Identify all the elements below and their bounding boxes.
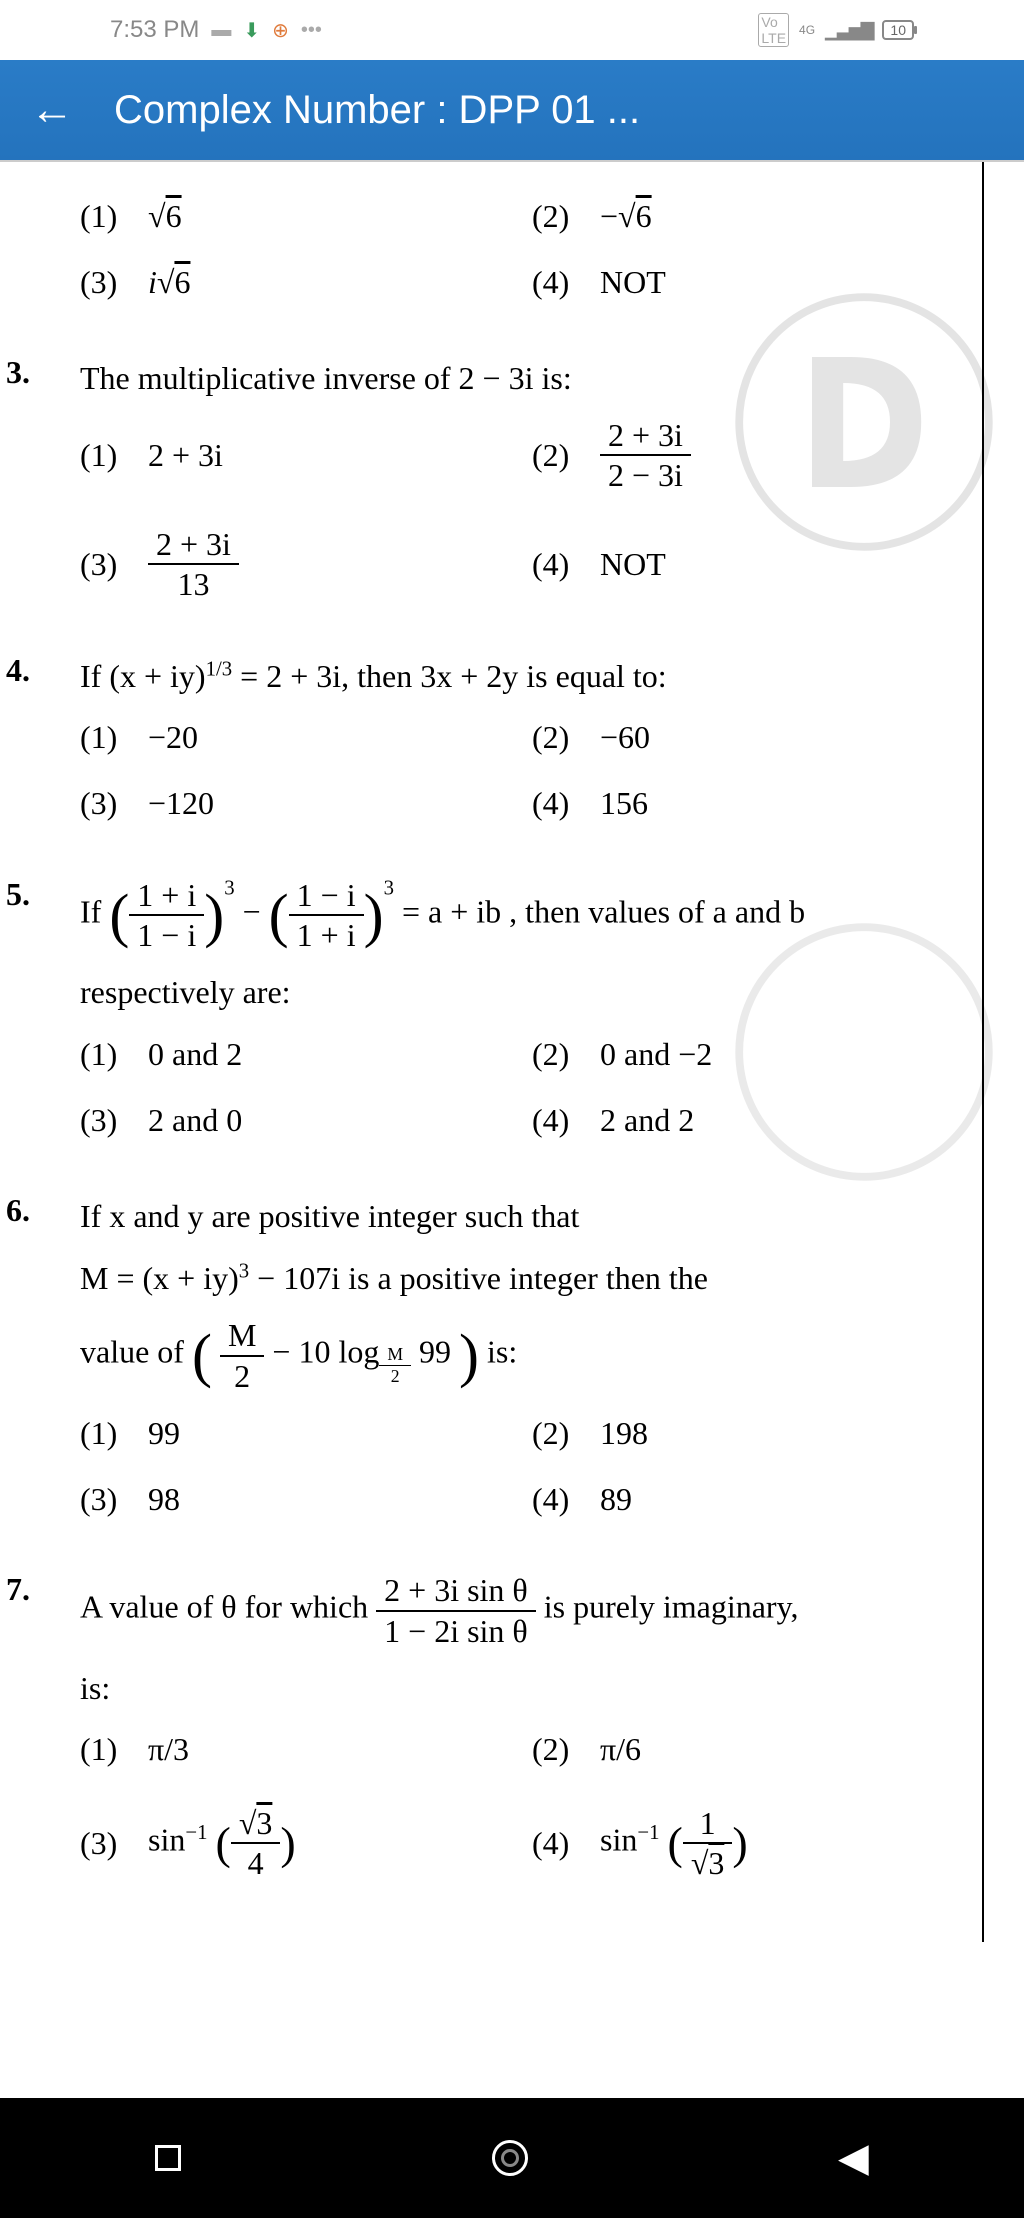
q3-option-3[interactable]: (3) 2 + 3i13 bbox=[80, 525, 512, 604]
more-dots-icon: ••• bbox=[301, 19, 322, 42]
q4-text: If (x + iy)1/3 = 2 + 3i, then 3x + 2y is… bbox=[80, 652, 964, 700]
q3-option-1[interactable]: (1) 2 + 3i bbox=[80, 416, 512, 495]
q7-number: 7. bbox=[0, 1571, 80, 1883]
q7-text-2: is: bbox=[80, 1664, 964, 1712]
q7-option-1[interactable]: (1)π/3 bbox=[80, 1726, 512, 1774]
q6-number: 6. bbox=[0, 1192, 80, 1523]
q7-option-3[interactable]: (3) sin−1 (√34) bbox=[80, 1804, 512, 1883]
signal-icon: ▁▃▅▇ bbox=[825, 20, 872, 41]
q5-option-3[interactable]: (3)2 and 0 bbox=[80, 1096, 512, 1144]
q6-option-3[interactable]: (3)98 bbox=[80, 1475, 512, 1523]
document-area: (1) √6 (2) −√6 (3) i√6 (4) NOT 3. bbox=[0, 160, 1024, 2098]
q5-option-4[interactable]: (4)2 and 2 bbox=[532, 1096, 964, 1144]
nav-recent-button[interactable] bbox=[155, 2145, 181, 2171]
q6-option-4[interactable]: (4)89 bbox=[532, 1475, 964, 1523]
q5-option-1[interactable]: (1)0 and 2 bbox=[80, 1030, 512, 1078]
right-border bbox=[982, 162, 984, 1942]
status-right: VoLTE 4G ▁▃▅▇ 10 bbox=[758, 13, 914, 47]
back-button[interactable]: ← bbox=[30, 85, 74, 135]
q2-number bbox=[0, 192, 80, 306]
q4-option-4[interactable]: (4)156 bbox=[532, 780, 964, 828]
battery-icon: 10 bbox=[882, 20, 914, 40]
q7-text: A value of θ for which 2 + 3i sin θ1 − 2… bbox=[80, 1571, 964, 1650]
page-title: Complex Number : DPP 01 ... bbox=[114, 88, 640, 133]
download-icon: ⬇ bbox=[243, 18, 260, 43]
q5-text: If (1 + i1 − i)3 − (1 − i1 + i)3 = a + i… bbox=[80, 876, 964, 955]
q3-text: The multiplicative inverse of 2 − 3i is: bbox=[80, 354, 964, 402]
q6-text-1: If x and y are positive integer such tha… bbox=[80, 1192, 964, 1240]
nav-home-button[interactable] bbox=[492, 2140, 528, 2176]
chat-icon: ▬ bbox=[211, 19, 231, 42]
question-3: 3. The multiplicative inverse of 2 − 3i … bbox=[0, 354, 994, 604]
q5-text-2: respectively are: bbox=[80, 968, 964, 1016]
q2-option-1[interactable]: (1) √6 bbox=[80, 192, 512, 240]
question-6: 6. If x and y are positive integer such … bbox=[0, 1192, 994, 1523]
app-icon: ⊕ bbox=[272, 18, 289, 43]
question-2-options: (1) √6 (2) −√6 (3) i√6 (4) NOT bbox=[0, 192, 994, 306]
q5-option-2[interactable]: (2)0 and −2 bbox=[532, 1030, 964, 1078]
q5-number: 5. bbox=[0, 876, 80, 1145]
q3-option-2[interactable]: (2) 2 + 3i2 − 3i bbox=[532, 416, 964, 495]
q3-number: 3. bbox=[0, 354, 80, 604]
q6-option-1[interactable]: (1)99 bbox=[80, 1409, 512, 1457]
q6-text-2: M = (x + iy)3 − 107i is a positive integ… bbox=[80, 1254, 964, 1302]
q2-option-2[interactable]: (2) −√6 bbox=[532, 192, 964, 240]
status-left: 7:53 PM ▬ ⬇ ⊕ ••• bbox=[110, 16, 322, 44]
nav-back-button[interactable]: ◀ bbox=[838, 2135, 869, 2181]
q3-option-4[interactable]: (4) NOT bbox=[532, 525, 964, 604]
status-bar: 7:53 PM ▬ ⬇ ⊕ ••• VoLTE 4G ▁▃▅▇ 10 bbox=[0, 0, 1024, 60]
question-5: 5. If (1 + i1 − i)3 − (1 − i1 + i)3 = a … bbox=[0, 876, 994, 1145]
q7-option-4[interactable]: (4) sin−1 (1√3) bbox=[532, 1804, 964, 1883]
question-7: 7. A value of θ for which 2 + 3i sin θ1 … bbox=[0, 1571, 994, 1883]
q2-option-3[interactable]: (3) i√6 bbox=[80, 258, 512, 306]
navigation-bar: ◀ bbox=[0, 2098, 1024, 2218]
network-type: 4G bbox=[799, 23, 815, 37]
q4-option-2[interactable]: (2)−60 bbox=[532, 714, 964, 762]
question-4: 4. If (x + iy)1/3 = 2 + 3i, then 3x + 2y… bbox=[0, 652, 994, 828]
app-bar: ← Complex Number : DPP 01 ... bbox=[0, 60, 1024, 160]
q6-option-2[interactable]: (2)198 bbox=[532, 1409, 964, 1457]
q7-option-2[interactable]: (2)π/6 bbox=[532, 1726, 964, 1774]
clock: 7:53 PM bbox=[110, 16, 199, 44]
q4-option-3[interactable]: (3)−120 bbox=[80, 780, 512, 828]
volte-icon: VoLTE bbox=[758, 13, 789, 47]
q4-option-1[interactable]: (1)−20 bbox=[80, 714, 512, 762]
q4-number: 4. bbox=[0, 652, 80, 828]
q6-text-3: value of ( M2 − 10 logM2 99 ) is: bbox=[80, 1316, 964, 1395]
q2-option-4[interactable]: (4) NOT bbox=[532, 258, 964, 306]
